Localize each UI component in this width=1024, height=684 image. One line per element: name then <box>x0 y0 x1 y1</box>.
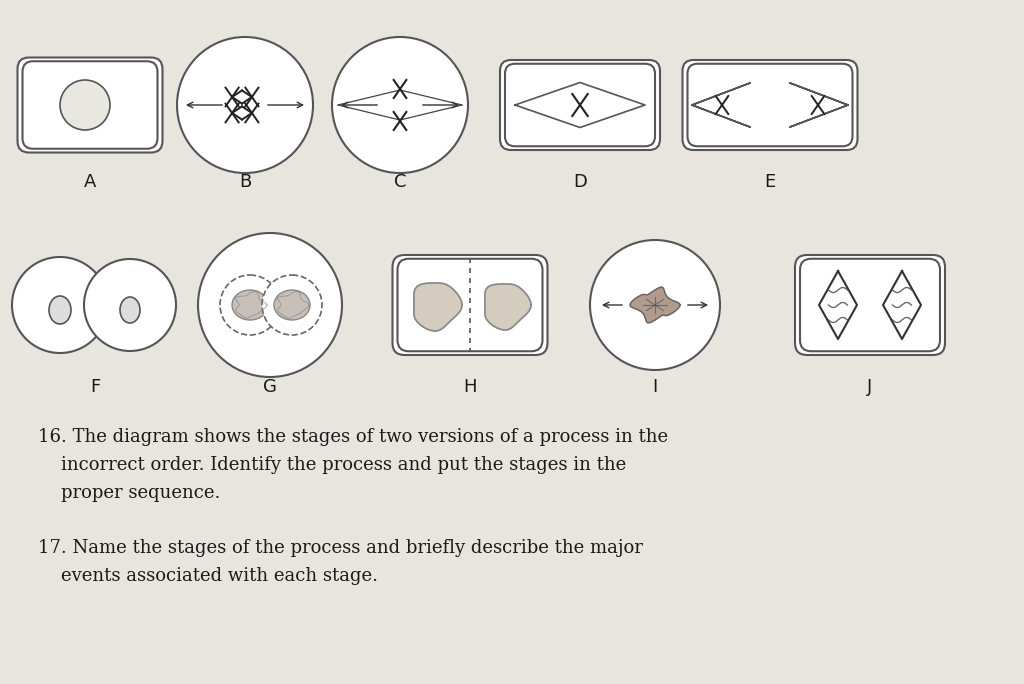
Text: E: E <box>764 173 775 191</box>
FancyBboxPatch shape <box>795 255 945 355</box>
Circle shape <box>177 37 313 173</box>
Circle shape <box>84 259 176 351</box>
Text: C: C <box>394 173 407 191</box>
Text: D: D <box>573 173 587 191</box>
Ellipse shape <box>232 290 268 320</box>
Circle shape <box>332 37 468 173</box>
FancyBboxPatch shape <box>683 60 857 150</box>
Text: J: J <box>867 378 872 396</box>
Text: H: H <box>463 378 477 396</box>
FancyBboxPatch shape <box>687 64 853 146</box>
Circle shape <box>262 275 322 335</box>
Polygon shape <box>414 283 462 331</box>
FancyBboxPatch shape <box>800 259 940 352</box>
Polygon shape <box>484 284 531 330</box>
FancyBboxPatch shape <box>17 57 163 153</box>
Text: 16. The diagram shows the stages of two versions of a process in the: 16. The diagram shows the stages of two … <box>38 428 668 446</box>
Text: G: G <box>263 378 276 396</box>
Text: events associated with each stage.: events associated with each stage. <box>38 567 378 585</box>
FancyBboxPatch shape <box>397 259 543 352</box>
Text: proper sequence.: proper sequence. <box>38 484 220 502</box>
Text: I: I <box>652 378 657 396</box>
Ellipse shape <box>49 296 71 324</box>
FancyBboxPatch shape <box>392 255 548 355</box>
Polygon shape <box>630 287 680 323</box>
Text: 17. Name the stages of the process and briefly describe the major: 17. Name the stages of the process and b… <box>38 539 643 557</box>
Text: incorrect order. Identify the process and put the stages in the: incorrect order. Identify the process an… <box>38 456 627 474</box>
FancyBboxPatch shape <box>500 60 660 150</box>
Circle shape <box>198 233 342 377</box>
Circle shape <box>220 275 280 335</box>
Ellipse shape <box>120 297 140 323</box>
Text: A: A <box>84 173 96 191</box>
Circle shape <box>60 80 110 130</box>
FancyBboxPatch shape <box>23 62 158 148</box>
Text: B: B <box>239 173 251 191</box>
Text: F: F <box>90 378 100 396</box>
Circle shape <box>12 257 108 353</box>
FancyBboxPatch shape <box>505 64 655 146</box>
Circle shape <box>590 240 720 370</box>
Ellipse shape <box>274 290 310 320</box>
